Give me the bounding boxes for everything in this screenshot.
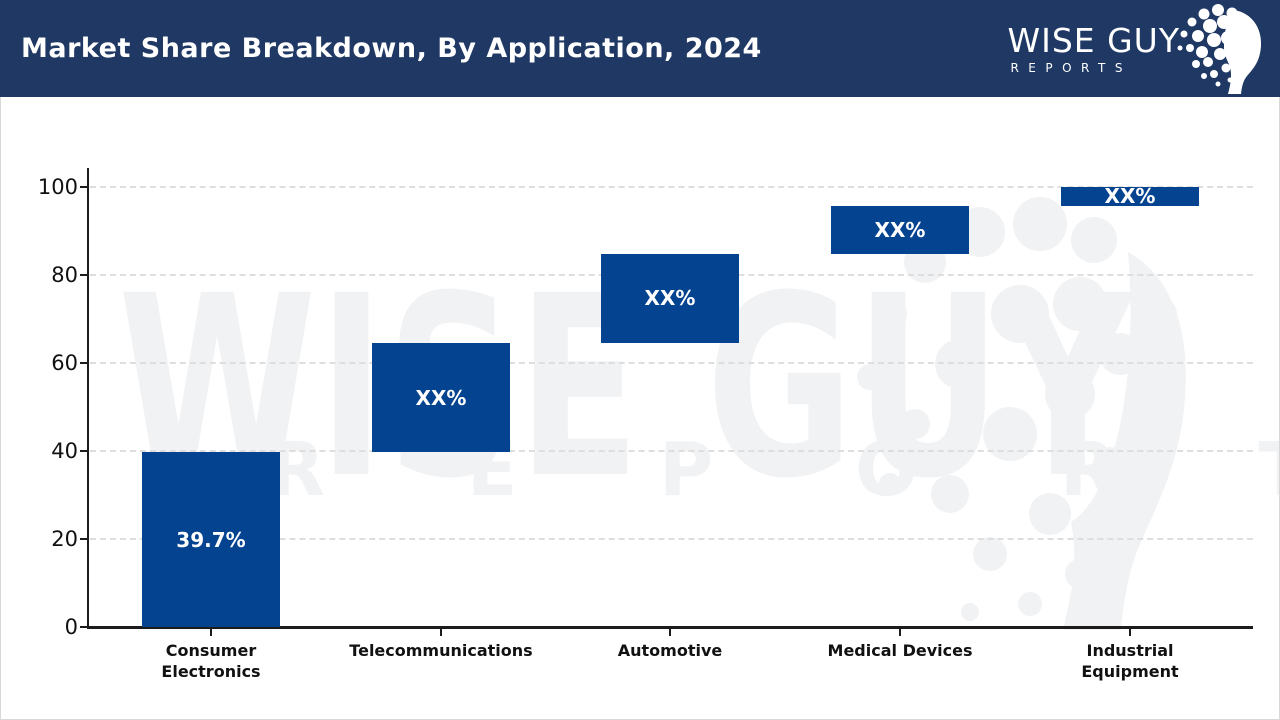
bar-value-label: 39.7% [176, 527, 246, 552]
bar-medical-devices: XX% [831, 205, 969, 254]
bar-industrial-equipment: XX% [1061, 184, 1199, 209]
bar-consumer-electronics: 39.7% [142, 452, 280, 627]
y-tick-label-40: 40 [51, 439, 78, 463]
x-label-medical-devices: Medical Devices [827, 641, 973, 660]
gridline-y-40 [90, 450, 1253, 452]
logo-text: WISE GUY REPORTS [1007, 20, 1180, 75]
x-label-industrial-equipment: Industrial Equipment [1081, 641, 1179, 681]
y-tick-80 [80, 274, 88, 276]
y-axis-spine [87, 168, 89, 629]
y-tick-0 [80, 626, 88, 628]
logo-wordmark: WISE GUY [1007, 20, 1180, 60]
gridline-y-60 [90, 362, 1253, 364]
logo-subtitle: REPORTS [1010, 60, 1132, 75]
header: Market Share Breakdown, By Application, … [0, 0, 1280, 97]
x-label-automotive: Automotive [617, 641, 723, 660]
x-axis-spine [88, 626, 1253, 629]
x-tick-medical-devices [899, 629, 901, 636]
x-tick-automotive [669, 629, 671, 636]
y-tick-40 [80, 450, 88, 452]
bar-value-label: XX% [644, 286, 696, 311]
wise-guy-logo: WISE GUY REPORTS [1007, 4, 1266, 94]
y-tick-label-60: 60 [51, 351, 78, 375]
y-tick-100 [80, 186, 88, 188]
bar-value-label: XX% [415, 385, 467, 410]
bar-telecommunications: XX% [372, 342, 510, 453]
y-tick-label-20: 20 [51, 527, 78, 551]
x-label-telecommunications: Telecommunications [349, 641, 533, 660]
y-tick-label-0: 0 [64, 615, 78, 639]
bar-value-label: XX% [1104, 184, 1156, 209]
gridline-y-20 [90, 538, 1253, 540]
chart-title: Market Share Breakdown, By Application, … [21, 33, 762, 64]
bar-value-label: XX% [874, 217, 926, 242]
y-tick-label-100: 100 [37, 175, 78, 199]
gridline-y-100 [90, 186, 1253, 188]
bar-automotive: XX% [601, 253, 739, 343]
watermark-head-icon [857, 197, 1186, 630]
x-tick-telecommunications [440, 629, 442, 636]
y-tick-20 [80, 538, 88, 540]
x-label-consumer-electronics: Consumer Electronics [161, 641, 261, 681]
x-tick-industrial-equipment [1129, 629, 1131, 636]
x-tick-consumer-electronics [210, 629, 212, 636]
logo-head-icon [1177, 4, 1262, 94]
y-tick-label-80: 80 [51, 263, 78, 287]
y-tick-60 [80, 362, 88, 364]
